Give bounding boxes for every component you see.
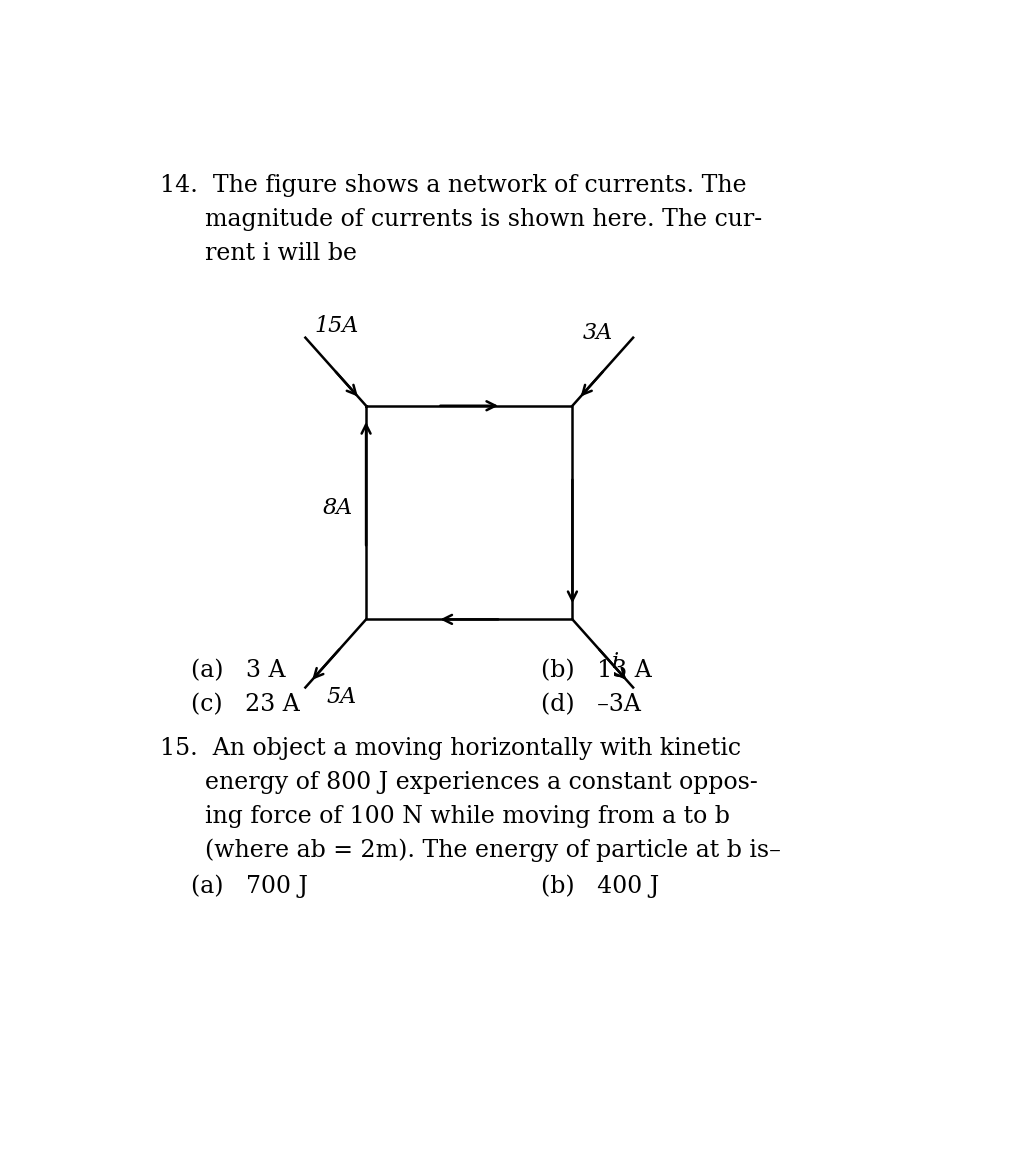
Text: 3A: 3A [583,321,613,343]
Text: (where ab = 2m). The energy of particle at b is–: (where ab = 2m). The energy of particle … [160,838,780,862]
Text: i: i [611,652,618,674]
Text: (d)   –3A: (d) –3A [541,694,641,717]
Text: magnitude of currents is shown here. The cur-: magnitude of currents is shown here. The… [160,208,762,231]
Text: 14.  The figure shows a network of currents. The: 14. The figure shows a network of curren… [160,175,746,198]
Text: 15.  An object a moving horizontally with kinetic: 15. An object a moving horizontally with… [160,736,740,759]
Text: ing force of 100 N while moving from a to b: ing force of 100 N while moving from a t… [160,805,730,828]
Text: 8A: 8A [323,497,352,519]
Text: (a)   3 A: (a) 3 A [191,659,286,682]
Text: (b)   13 A: (b) 13 A [541,659,651,682]
Text: (a)   700 J: (a) 700 J [191,875,308,898]
Text: rent i will be: rent i will be [160,242,356,265]
Text: 5A: 5A [327,687,357,709]
Text: energy of 800 J experiences a constant oppos-: energy of 800 J experiences a constant o… [160,771,758,794]
Text: (b)   400 J: (b) 400 J [541,875,658,898]
Text: (c)   23 A: (c) 23 A [191,694,300,717]
Text: 15A: 15A [314,316,359,338]
